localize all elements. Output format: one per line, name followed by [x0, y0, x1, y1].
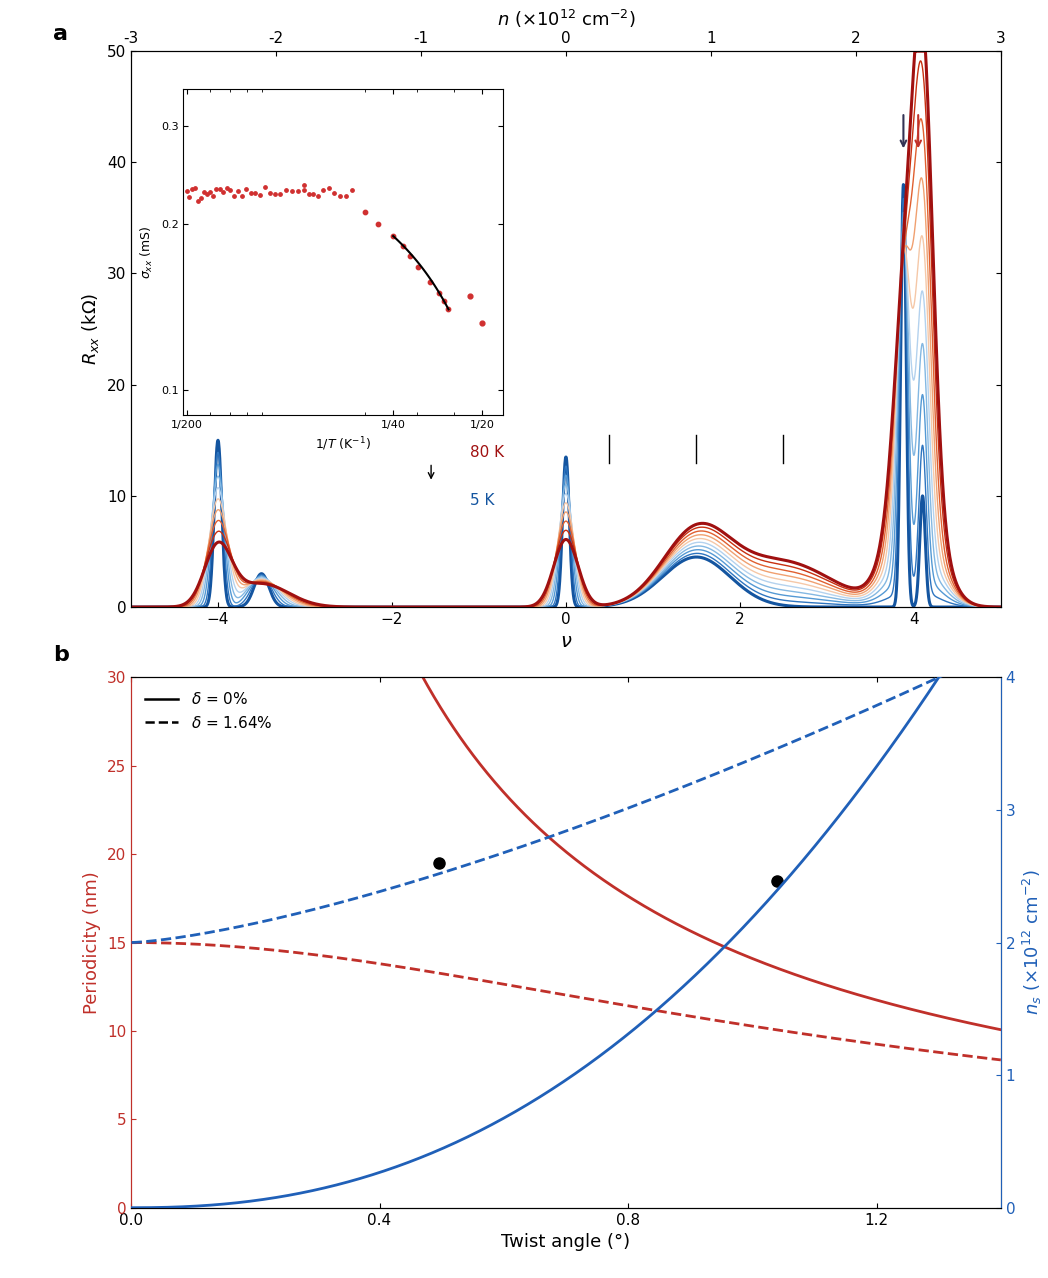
- Point: [474, 313, 490, 334]
- Point: [218, 178, 235, 198]
- Point: [222, 180, 239, 201]
- Point: [283, 180, 300, 201]
- Point: [201, 183, 218, 203]
- X-axis label: $1/T$ (K$^{-1}$): $1/T$ (K$^{-1}$): [315, 436, 371, 454]
- Point: [208, 179, 224, 199]
- Point: [178, 180, 195, 201]
- Point: [421, 272, 438, 293]
- Point: [204, 185, 221, 206]
- Point: [271, 184, 288, 204]
- Point: [256, 176, 272, 197]
- Point: [395, 236, 412, 257]
- Point: [242, 183, 259, 203]
- Point: [440, 299, 457, 320]
- Point: [296, 180, 312, 201]
- Y-axis label: $R_{xx}$ (k$\Omega$): $R_{xx}$ (k$\Omega$): [81, 293, 102, 366]
- Point: [238, 179, 255, 199]
- Point: [296, 175, 312, 196]
- Point: [183, 179, 200, 199]
- Y-axis label: Periodicity (nm): Periodicity (nm): [83, 872, 102, 1013]
- Point: [289, 180, 306, 201]
- Point: [215, 181, 232, 202]
- Text: 5 K: 5 K: [471, 493, 495, 507]
- Y-axis label: $n_s$ ($\times$10$^{12}$ cm$^{-2}$): $n_s$ ($\times$10$^{12}$ cm$^{-2}$): [1021, 869, 1044, 1016]
- Point: [226, 185, 243, 206]
- Point: [181, 187, 198, 207]
- Point: [261, 183, 278, 203]
- Point: [315, 179, 332, 199]
- Point: [195, 181, 212, 202]
- Point: [301, 184, 318, 204]
- Point: [266, 184, 283, 204]
- Point: [461, 286, 478, 307]
- Point: [192, 188, 209, 208]
- Y-axis label: $\sigma_{xx}$ (mS): $\sigma_{xx}$ (mS): [139, 226, 155, 279]
- Point: [385, 226, 401, 247]
- Point: [234, 187, 250, 207]
- Point: [310, 185, 327, 206]
- Point: [212, 179, 228, 199]
- X-axis label: Twist angle (°): Twist angle (°): [501, 1233, 631, 1251]
- Point: [190, 190, 206, 211]
- Point: [344, 179, 361, 199]
- Point: [246, 183, 263, 203]
- X-axis label: $n$ ($\times$10$^{12}$ cm$^{-2}$): $n$ ($\times$10$^{12}$ cm$^{-2}$): [497, 8, 635, 29]
- Point: [435, 290, 452, 311]
- Point: [278, 180, 294, 201]
- Point: [230, 180, 246, 201]
- Point: [198, 184, 215, 204]
- Point: [187, 178, 203, 198]
- Text: a: a: [52, 24, 68, 43]
- Text: 80 K: 80 K: [471, 445, 504, 460]
- Point: [331, 185, 348, 206]
- Legend: $\delta$ = 0%, $\delta$ = 1.64%: $\delta$ = 0%, $\delta$ = 1.64%: [138, 685, 278, 737]
- Point: [356, 202, 373, 222]
- Point: [431, 282, 447, 303]
- Point: [326, 183, 343, 203]
- Point: [252, 185, 268, 206]
- Point: [410, 257, 427, 277]
- Text: b: b: [52, 645, 68, 666]
- Point: [402, 245, 419, 266]
- Point: [305, 184, 322, 204]
- X-axis label: $\nu$: $\nu$: [560, 633, 572, 652]
- Point: [370, 213, 387, 234]
- Point: [321, 178, 337, 198]
- Point: [337, 185, 354, 206]
